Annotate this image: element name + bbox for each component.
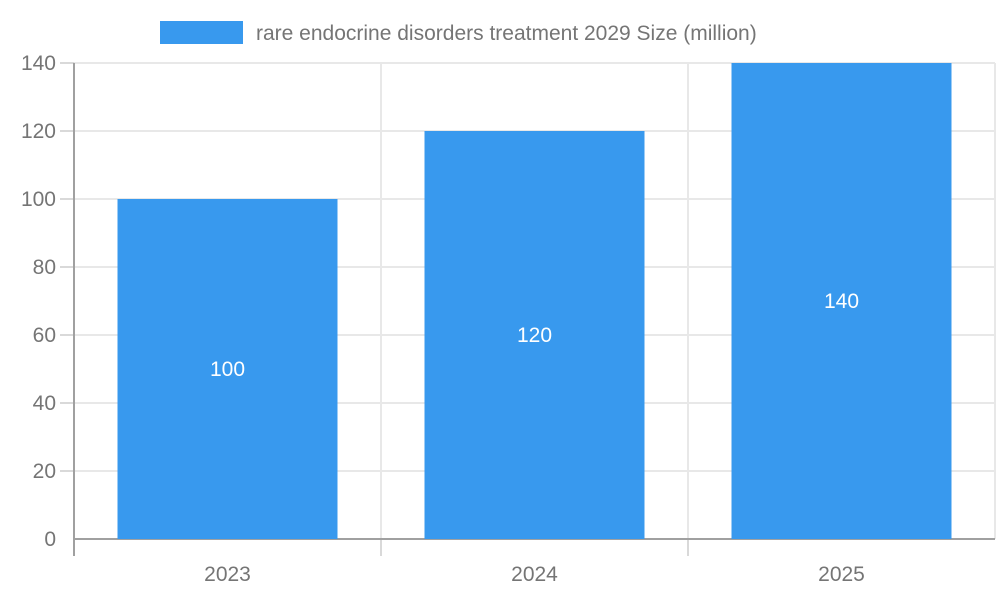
y-tick-label: 60 — [33, 324, 56, 347]
bar — [731, 63, 952, 539]
y-tick-label: 100 — [21, 188, 56, 211]
x-tick-label: 2025 — [818, 563, 865, 586]
legend-swatch — [160, 21, 243, 44]
legend-label: rare endocrine disorders treatment 2029 … — [256, 22, 757, 45]
y-axis-labels: 0 20 40 60 80 100 120 140 — [21, 52, 56, 551]
legend: rare endocrine disorders treatment 2029 … — [160, 21, 757, 45]
y-tick-label: 120 — [21, 120, 56, 143]
bar-labels: 100 120 140 — [210, 290, 859, 381]
y-tick-label: 140 — [21, 52, 56, 75]
x-tick-label: 2024 — [511, 563, 558, 586]
bar-value-label: 140 — [824, 290, 859, 313]
x-tick-label: 2023 — [204, 563, 251, 586]
bar — [117, 199, 338, 539]
y-tick-label: 80 — [33, 256, 56, 279]
y-tick-label: 20 — [33, 460, 56, 483]
x-axis-labels: 2023 2024 2025 — [204, 563, 865, 586]
y-tick-label: 0 — [44, 528, 56, 551]
bar-value-label: 120 — [517, 324, 552, 347]
bars — [117, 63, 952, 539]
y-tick-label: 40 — [33, 392, 56, 415]
bar — [424, 131, 645, 539]
axis-ticks — [60, 62, 689, 556]
bar-value-label: 100 — [210, 358, 245, 381]
